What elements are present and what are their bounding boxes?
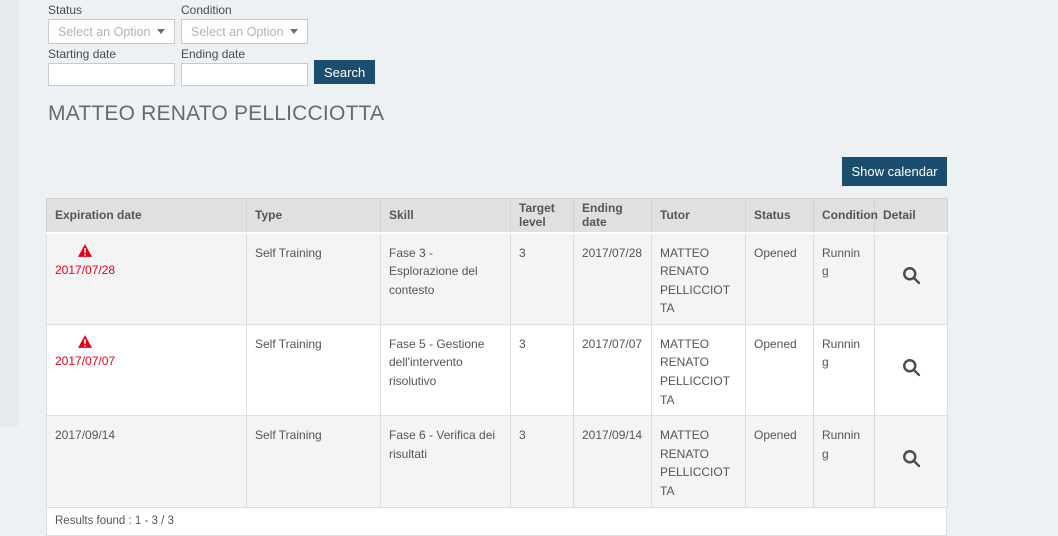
expiration-cell: 2017/07/07 bbox=[46, 323, 247, 417]
ending-date-cell: 2017/09/14 bbox=[573, 415, 652, 508]
expiration-cell: 2017/07/28 bbox=[46, 232, 247, 325]
ending-date-cell: 2017/07/28 bbox=[573, 232, 652, 325]
warning-icon bbox=[55, 243, 115, 257]
page-title: MATTEO RENATO PELLICCIOTTA bbox=[48, 102, 385, 125]
type-cell: Self Training bbox=[246, 232, 381, 325]
col-tutor: Tutor bbox=[651, 198, 746, 234]
tutor-cell: MATTEO RENATO PELLICCIOTTA bbox=[651, 232, 746, 325]
type-cell: Self Training bbox=[246, 323, 381, 417]
target-level-cell: 3 bbox=[510, 232, 574, 325]
col-status: Status bbox=[745, 198, 814, 234]
col-ending-date: Ending date bbox=[573, 198, 652, 234]
col-expiration-date: Expiration date bbox=[46, 198, 247, 234]
col-skill: Skill bbox=[380, 198, 511, 234]
table-row: 2017/07/07 Self Training Fase 5 - Gestio… bbox=[46, 323, 948, 417]
col-type: Type bbox=[246, 198, 381, 234]
condition-label: Condition bbox=[181, 3, 232, 17]
show-calendar-button[interactable]: Show calendar bbox=[842, 157, 947, 186]
status-cell: Opened bbox=[745, 323, 814, 417]
detail-cell bbox=[874, 323, 948, 417]
ending-date-input[interactable] bbox=[181, 63, 308, 86]
detail-magnifier-icon[interactable] bbox=[901, 357, 922, 378]
table-row: 2017/07/28 Self Training Fase 3 - Esplor… bbox=[46, 232, 948, 325]
page-left-gutter bbox=[0, 0, 18, 427]
detail-magnifier-icon[interactable] bbox=[901, 265, 922, 286]
expiration-date: 2017/07/07 bbox=[55, 353, 116, 368]
status-cell: Opened bbox=[745, 415, 814, 508]
condition-cell: Running bbox=[813, 232, 875, 325]
detail-cell bbox=[874, 232, 948, 325]
starting-date-input[interactable] bbox=[48, 63, 175, 86]
target-level-cell: 3 bbox=[510, 415, 574, 508]
status-label: Status bbox=[48, 3, 83, 17]
chevron-down-icon bbox=[157, 29, 165, 34]
results-count: Results found : 1 - 3 / 3 bbox=[46, 507, 947, 536]
tutor-cell: MATTEO RENATO PELLICCIOTTA bbox=[651, 323, 746, 417]
ending-date-cell: 2017/07/07 bbox=[573, 323, 652, 417]
condition-cell: Running bbox=[813, 323, 875, 417]
search-button[interactable]: Search bbox=[314, 60, 376, 84]
filter-form: Status Select an Option Condition Select… bbox=[48, 3, 376, 86]
detail-magnifier-icon[interactable] bbox=[901, 448, 922, 469]
col-condition: Condition bbox=[813, 198, 878, 234]
table-row: 2017/09/14 Self Training Fase 6 - Verifi… bbox=[46, 415, 948, 508]
status-cell: Opened bbox=[745, 232, 814, 325]
ending-date-label: Ending date bbox=[181, 47, 246, 61]
skill-cell: Fase 5 - Gestione dell'intervento risolu… bbox=[380, 323, 511, 417]
chevron-down-icon bbox=[290, 29, 298, 34]
tutor-cell: MATTEO RENATO PELLICCIOTTA bbox=[651, 415, 746, 508]
status-select-value: Select an Option bbox=[58, 24, 151, 39]
expiration-cell: 2017/09/14 bbox=[46, 415, 247, 508]
col-target-level: Target level bbox=[510, 198, 574, 234]
skill-cell: Fase 6 - Verifica dei risultati bbox=[380, 415, 511, 508]
expiration-date: 2017/09/14 bbox=[55, 428, 116, 443]
condition-cell: Running bbox=[813, 415, 875, 508]
skill-cell: Fase 3 - Esplorazione del contesto bbox=[380, 232, 511, 325]
detail-cell bbox=[874, 415, 948, 508]
status-select[interactable]: Select an Option bbox=[48, 19, 175, 44]
type-cell: Self Training bbox=[246, 415, 381, 508]
table-header-row: Expiration date Type Skill Target level … bbox=[46, 198, 948, 234]
results-table: Expiration date Type Skill Target level … bbox=[46, 198, 948, 536]
target-level-cell: 3 bbox=[510, 323, 574, 417]
starting-date-label: Starting date bbox=[48, 47, 117, 61]
condition-select-value: Select an Option bbox=[191, 24, 284, 39]
expiration-date: 2017/07/28 bbox=[55, 262, 116, 277]
warning-icon bbox=[55, 334, 115, 348]
col-detail: Detail bbox=[874, 198, 948, 234]
condition-select[interactable]: Select an Option bbox=[181, 19, 308, 44]
